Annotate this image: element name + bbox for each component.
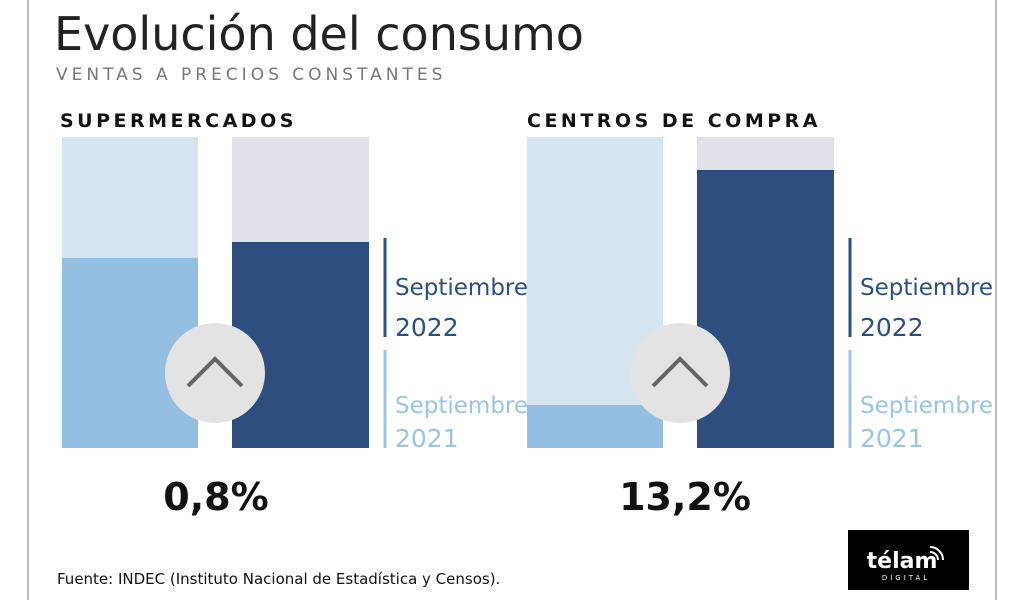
- legend-month: Septiembre: [395, 393, 528, 419]
- legend-year: 2022: [395, 313, 459, 342]
- legend-year: 2021: [860, 424, 924, 453]
- logo-box: [848, 530, 969, 590]
- bar-2022: [697, 170, 834, 448]
- up-badge: [165, 323, 265, 423]
- legend-year: 2021: [395, 424, 459, 453]
- logo-name: télam: [867, 549, 938, 574]
- legend-month: Septiembre: [395, 275, 528, 301]
- legend-month: Septiembre: [860, 393, 993, 419]
- up-badge: [630, 323, 730, 423]
- change-label: 13,2%: [619, 475, 751, 519]
- up-chevron: [186, 356, 244, 388]
- subtitle: VENTAS A PRECIOS CONSTANTES: [56, 65, 446, 85]
- source: Fuente: INDEC (Instituto Nacional de Est…: [57, 570, 500, 588]
- legend-year: 2022: [860, 313, 924, 342]
- panel-heading: SUPERMERCADOS: [60, 110, 297, 132]
- bar-bg: [232, 137, 369, 242]
- logo-tagline: DIGITAL: [882, 574, 930, 582]
- bar-bg: [62, 137, 198, 258]
- up-chevron: [651, 356, 709, 388]
- change-label: 0,8%: [163, 475, 268, 519]
- title: Evolución del consumo: [54, 7, 584, 61]
- panel-heading: CENTROS DE COMPRA: [527, 110, 821, 132]
- legend-month: Septiembre: [860, 275, 993, 301]
- bar-bg: [697, 137, 834, 170]
- bar-2021: [527, 405, 663, 448]
- logo-signal: [929, 546, 944, 561]
